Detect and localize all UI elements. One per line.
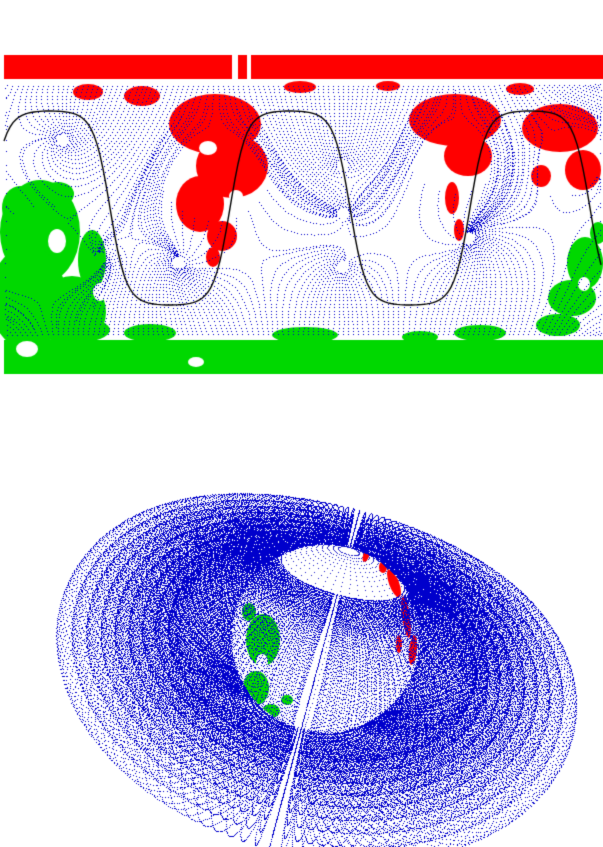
synoptic-map-canvas (0, 0, 603, 400)
field-lines-3d-canvas (0, 400, 603, 847)
